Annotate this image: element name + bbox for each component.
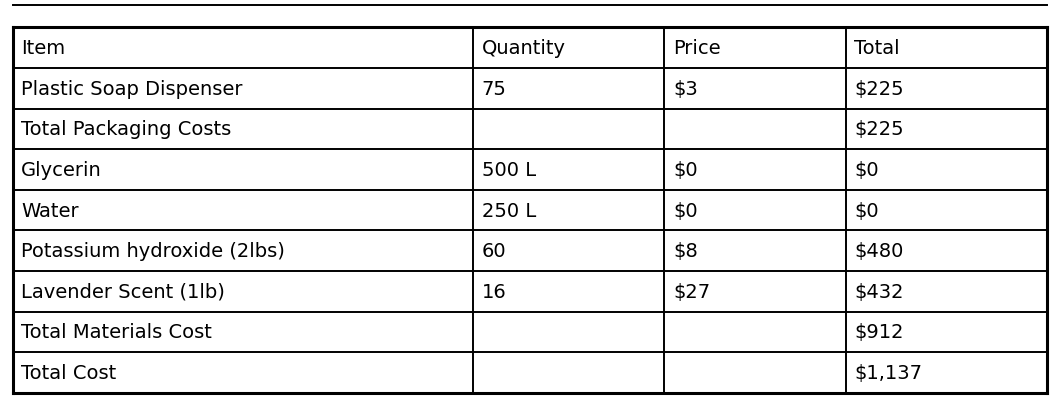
- Text: $8: $8: [673, 242, 697, 260]
- Text: 250 L: 250 L: [481, 201, 535, 220]
- Text: Total Materials Cost: Total Materials Cost: [21, 323, 212, 341]
- Text: $225: $225: [854, 80, 903, 98]
- Text: 500 L: 500 L: [481, 161, 535, 179]
- Text: $432: $432: [854, 282, 903, 301]
- Text: Total: Total: [854, 39, 900, 58]
- Text: Lavender Scent (1lb): Lavender Scent (1lb): [21, 282, 225, 301]
- Text: Water: Water: [21, 201, 78, 220]
- Text: Quantity: Quantity: [481, 39, 566, 58]
- Text: $480: $480: [854, 242, 903, 260]
- Text: Price: Price: [673, 39, 721, 58]
- Text: 60: 60: [481, 242, 507, 260]
- Text: $0: $0: [854, 161, 879, 179]
- Text: Plastic Soap Dispenser: Plastic Soap Dispenser: [21, 80, 243, 98]
- Text: 75: 75: [481, 80, 507, 98]
- Text: 16: 16: [481, 282, 507, 301]
- Text: $0: $0: [673, 201, 697, 220]
- Text: Glycerin: Glycerin: [21, 161, 102, 179]
- Text: $0: $0: [854, 201, 879, 220]
- Text: $0: $0: [673, 161, 697, 179]
- Text: Potassium hydroxide (2lbs): Potassium hydroxide (2lbs): [21, 242, 285, 260]
- Text: $1,137: $1,137: [854, 363, 922, 382]
- Text: Total Packaging Costs: Total Packaging Costs: [21, 120, 231, 139]
- Text: $3: $3: [673, 80, 697, 98]
- Text: Total Cost: Total Cost: [21, 363, 117, 382]
- Text: $27: $27: [673, 282, 710, 301]
- Text: Item: Item: [21, 39, 66, 58]
- Text: $225: $225: [854, 120, 903, 139]
- Text: $912: $912: [854, 323, 903, 341]
